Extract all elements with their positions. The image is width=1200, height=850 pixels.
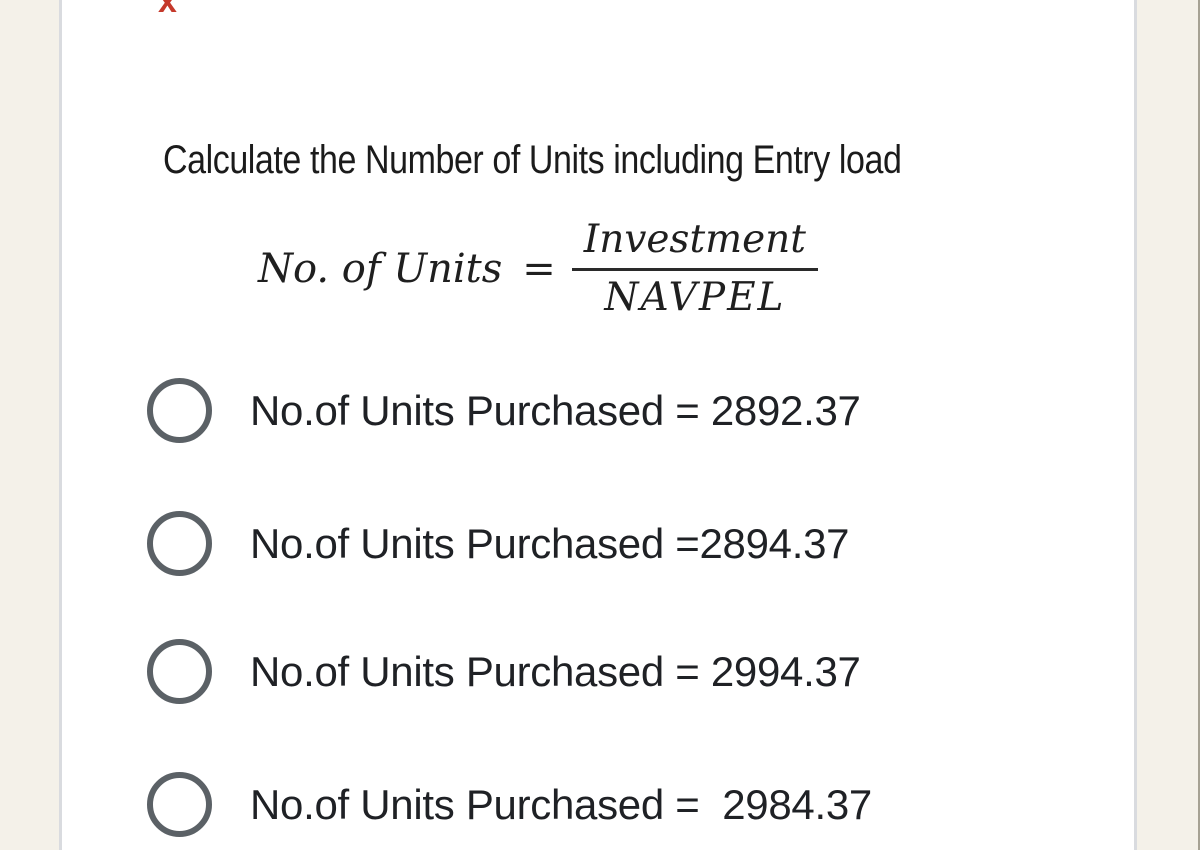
formula-lhs: No. of Units <box>258 246 503 293</box>
radio-button-icon[interactable] <box>147 378 212 443</box>
formula-equals-sign: = <box>522 246 556 293</box>
question-image: Calculate the Number of Units including … <box>163 138 1032 320</box>
formula-denominator: NAVPEL <box>604 274 786 320</box>
question-card: x Calculate the Number of Units includin… <box>59 0 1137 850</box>
formula: No. of Units = Investment NAVPEL <box>258 218 1032 320</box>
option-label: No.of Units Purchased =2894.37 <box>250 519 850 567</box>
option-label: No.of Units Purchased = 2994.37 <box>250 647 861 695</box>
answer-option-2[interactable]: No.of Units Purchased =2894.37 <box>147 511 850 576</box>
option-label: No.of Units Purchased = 2892.37 <box>250 386 861 434</box>
answer-option-1[interactable]: No.of Units Purchased = 2892.37 <box>147 378 861 443</box>
answer-option-3[interactable]: No.of Units Purchased = 2994.37 <box>147 639 861 704</box>
answer-option-4[interactable]: No.of Units Purchased = 2984.37 <box>147 772 872 837</box>
option-label: No.of Units Purchased = 2984.37 <box>250 780 872 828</box>
radio-button-icon[interactable] <box>147 511 212 576</box>
close-icon[interactable]: x <box>158 0 177 20</box>
radio-button-icon[interactable] <box>147 639 212 704</box>
right-edge-divider <box>1198 0 1200 850</box>
question-text: Calculate the Number of Units including … <box>163 138 902 182</box>
formula-fraction: Investment NAVPEL <box>571 218 818 320</box>
radio-button-icon[interactable] <box>147 772 212 837</box>
formula-numerator: Investment <box>571 218 818 271</box>
